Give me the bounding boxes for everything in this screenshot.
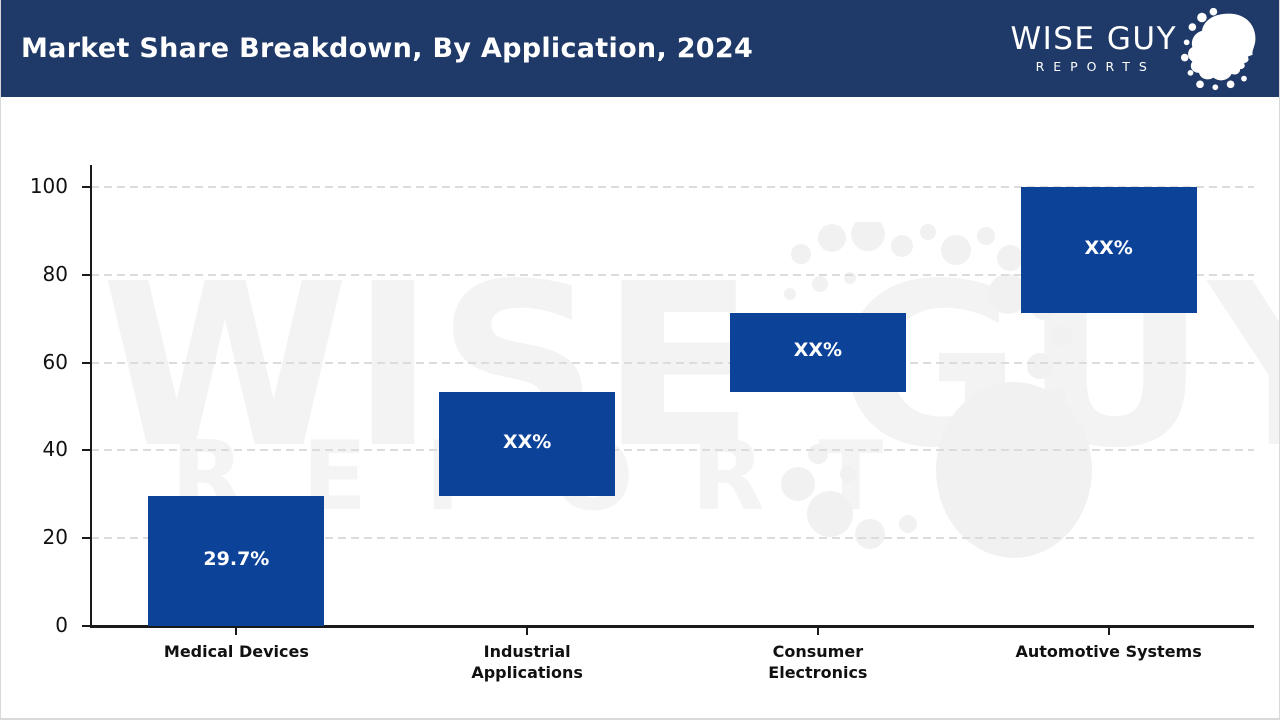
gridline (91, 273, 1254, 276)
x-axis-tick (1107, 626, 1110, 635)
y-axis-tick (82, 449, 91, 452)
y-axis-tick-label: 20 (42, 525, 68, 550)
x-axis-tick (235, 626, 238, 635)
bar-value-label: XX% (502, 430, 552, 453)
y-axis-tick (82, 273, 91, 276)
y-axis-tick-label: 80 (42, 261, 68, 286)
bar-value-label: XX% (1084, 236, 1133, 259)
y-axis-tick (82, 186, 91, 188)
header-bar: Market Share Breakdown, By Application, … (1, 0, 1279, 97)
y-axis-tick (82, 537, 91, 540)
wise-guy-reports-logo: WISE GUY REPORTS (1010, 6, 1265, 92)
bar: XX% (1020, 187, 1197, 313)
page-title: Market Share Breakdown, By Application, … (21, 33, 754, 64)
bar: XX% (729, 312, 906, 392)
x-category-label: Automotive Systems (1015, 642, 1202, 661)
logo-brand-name: WISE GUY (1010, 21, 1177, 58)
y-axis-tick (82, 625, 91, 627)
x-axis-tick (816, 626, 819, 635)
logo-face-icon (1180, 7, 1256, 91)
bar: XX% (439, 392, 616, 496)
gridline (91, 537, 1254, 540)
y-axis-tick-label: 40 (42, 437, 68, 462)
gridline (91, 186, 1254, 188)
x-category-label: Industrial Applications (471, 642, 583, 683)
y-axis-tick-label: 100 (29, 174, 68, 198)
chart-area: 0 20 40 60 80 100 29.7% Medical Devices XX% Indus… (1, 97, 1279, 718)
x-axis-line (90, 625, 1254, 628)
logo-text: WISE GUY REPORTS (1010, 24, 1177, 74)
x-axis-tick (526, 626, 529, 635)
gridline (91, 361, 1254, 364)
bar-value-label: 29.7% (203, 547, 270, 570)
x-category-label: Consumer Electronics (768, 642, 868, 683)
bar-value-label: XX% (793, 339, 843, 362)
bar: 29.7% (148, 495, 325, 626)
logo-brand-sub: REPORTS (1035, 59, 1156, 75)
x-category-label: Medical Devices (163, 642, 309, 661)
y-axis-tick-label: 0 (55, 613, 68, 637)
y-axis-tick-label: 60 (42, 349, 68, 374)
y-axis-line (90, 165, 92, 627)
y-axis-tick (82, 361, 91, 364)
gridline (91, 449, 1254, 452)
